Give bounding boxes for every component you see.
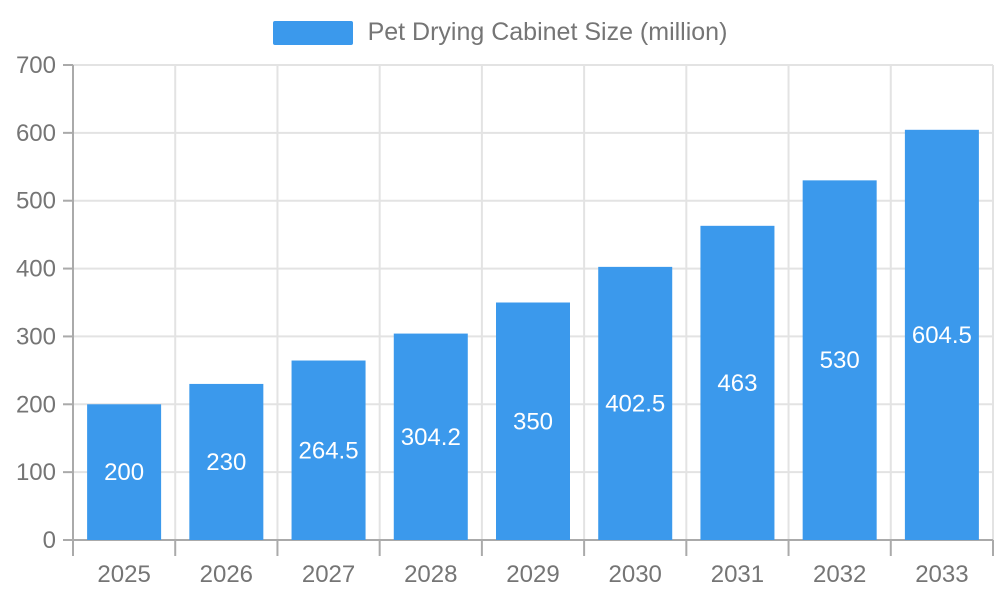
bar-2027[interactable] <box>291 360 366 540</box>
y-tick-label: 500 <box>16 188 56 215</box>
x-tick-label: 2030 <box>609 561 662 588</box>
y-tick-label: 600 <box>16 120 56 147</box>
y-tick-label: 0 <box>43 527 56 554</box>
bar-2025[interactable] <box>87 404 162 540</box>
y-tick-label: 400 <box>16 256 56 283</box>
legend-swatch <box>272 20 353 45</box>
bar-value-label: 402.5 <box>605 390 665 417</box>
bar-2026[interactable] <box>189 383 264 540</box>
bar-value-label: 350 <box>513 408 553 435</box>
y-tick-label: 700 <box>16 52 56 79</box>
bar-2028[interactable] <box>393 333 468 540</box>
bar-value-label: 230 <box>206 449 246 476</box>
bar-value-label: 604.5 <box>912 322 972 349</box>
x-tick-label: 2031 <box>711 561 764 588</box>
bar-value-label: 530 <box>820 347 860 374</box>
x-tick-label: 2026 <box>200 561 253 588</box>
y-tick-label: 100 <box>16 459 56 486</box>
bar-value-label: 264.5 <box>299 437 359 464</box>
y-tick-label: 200 <box>16 391 56 418</box>
bar-2029[interactable] <box>496 302 570 541</box>
bar-value-label: 463 <box>717 370 757 397</box>
bar-2031[interactable] <box>700 225 775 541</box>
x-tick-label: 2032 <box>813 561 866 588</box>
bar-value-label: 304.2 <box>401 424 461 451</box>
y-tick-label: 300 <box>16 323 56 350</box>
bar-value-label: 200 <box>104 459 144 486</box>
x-tick-label: 2029 <box>506 561 559 588</box>
legend-label: Pet Drying Cabinet Size (million) <box>367 18 728 46</box>
bar-2033[interactable] <box>904 129 979 540</box>
bar-2030[interactable] <box>598 266 673 540</box>
x-tick-label: 2027 <box>302 561 355 588</box>
x-tick-label: 2033 <box>915 561 968 588</box>
x-tick-label: 2025 <box>97 561 150 588</box>
x-tick-label: 2028 <box>404 561 457 588</box>
legend[interactable]: Pet Drying Cabinet Size (million) <box>0 18 1000 47</box>
bar-2032[interactable] <box>802 180 877 540</box>
